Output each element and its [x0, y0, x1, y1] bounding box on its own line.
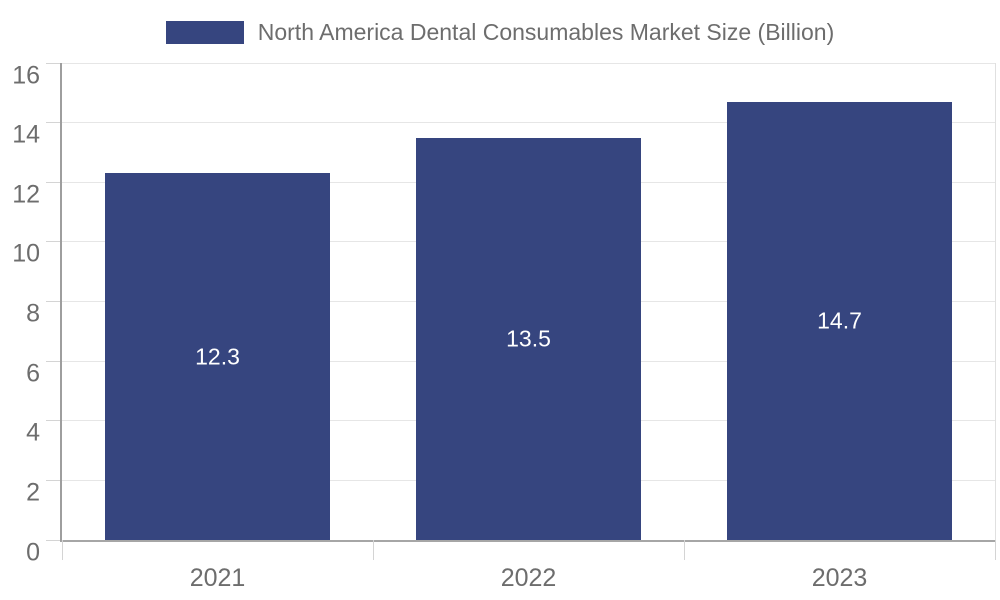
y-axis-label-10: 10 [12, 239, 40, 268]
gridline-y-16 [62, 62, 995, 64]
bar-value-label-2022: 13.5 [506, 325, 551, 352]
y-axis-tick-6 [46, 360, 60, 362]
x-axis-label-2022: 2022 [500, 564, 557, 592]
y-axis-label-2: 2 [26, 478, 40, 507]
bar-2023: 14.7 [727, 101, 952, 540]
y-axis-tick-12 [46, 181, 60, 183]
y-axis-tick-4 [46, 420, 60, 422]
y-axis-label-14: 14 [12, 120, 40, 149]
bar-value-label-2023: 14.7 [817, 307, 862, 334]
y-axis-tick-0 [46, 539, 60, 541]
x-axis-label-2023: 2023 [811, 564, 868, 592]
legend-label: North America Dental Consumables Market … [257, 18, 835, 45]
bar-2022: 13.5 [416, 137, 641, 540]
y-axis-label-8: 8 [26, 299, 40, 328]
plot-area: 0 2 4 6 8 10 12 14 16 12.3 2021 13.5 2022 14.7 2023 [12, 61, 996, 592]
x-axis-label-2021: 2021 [189, 564, 246, 592]
x-axis-tick-0 [61, 540, 63, 560]
bar-value-label-2021: 12.3 [195, 343, 240, 370]
y-axis-label-0: 0 [26, 538, 40, 566]
y-axis-tick-16 [46, 62, 60, 64]
y-axis-label-16: 16 [12, 61, 40, 89]
y-axis-tick-14 [46, 122, 60, 124]
y-axis-label-12: 12 [12, 180, 40, 209]
bar-2021: 12.3 [105, 173, 330, 540]
legend-swatch [165, 20, 244, 44]
legend: North America Dental Consumables Market … [0, 18, 1000, 46]
y-axis-tick-2 [46, 479, 60, 481]
y-axis-tick-8 [46, 301, 60, 302]
y-axis-tick-10 [46, 241, 60, 243]
y-axis-label-4: 4 [26, 418, 40, 447]
x-axis-tick-2 [683, 540, 685, 560]
x-axis-tick-3 [994, 540, 996, 560]
x-axis-tick-1 [372, 540, 374, 560]
y-axis-label-6: 6 [26, 359, 40, 388]
gridline-y-14 [62, 122, 995, 124]
